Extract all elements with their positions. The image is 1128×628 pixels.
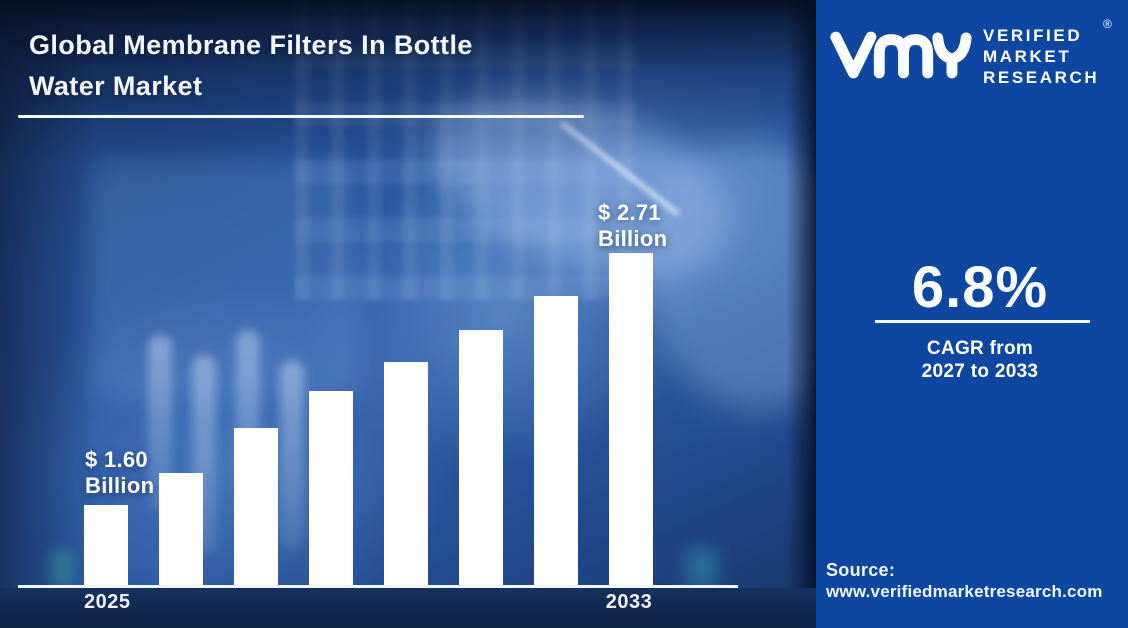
brand-wordmark: VERIFIED MARKET RESEARCH: [983, 25, 1099, 88]
bar-year-4: [309, 391, 353, 588]
last-bar-value: $ 2.71: [598, 200, 661, 225]
bar-year-6: [459, 330, 503, 588]
registered-trademark-symbol: ®: [1103, 17, 1112, 31]
source-label: Source:: [826, 560, 896, 580]
photo-edge-shade: [786, 0, 816, 628]
brand-wordmark-line3: RESEARCH: [983, 68, 1100, 87]
page-title: Global Membrane Filters In Bottle Water …: [29, 25, 473, 107]
bar-year-7: [534, 296, 578, 588]
chart-baseline: [18, 585, 738, 588]
page-title-line1: Global Membrane Filters In Bottle: [29, 30, 473, 60]
cagr-caption-line2: 2027 to 2033: [921, 361, 1039, 382]
page-title-line2: Water Market: [29, 71, 203, 101]
brand-wordmark-line1: VERIFIED: [983, 26, 1083, 45]
brand-wordmark-line2: MARKET: [983, 47, 1072, 66]
source-url: www.verifiedmarketresearch.com: [826, 582, 1103, 601]
kpi-divider-line: [875, 320, 1090, 323]
chart-panel: Global Membrane Filters In Bottle Water …: [0, 0, 816, 628]
chart-bottom-band: [0, 588, 816, 628]
bar-year-5: [384, 362, 428, 588]
cagr-caption-line1: CAGR from: [926, 338, 1034, 359]
first-bar-value: $ 1.60: [85, 447, 148, 472]
cagr-kpi: 6.8%: [868, 258, 1092, 318]
x-axis-label-2025: 2025: [84, 591, 131, 613]
first-bar-unit: Billion: [85, 473, 155, 498]
bar-2033: [609, 253, 653, 588]
title-underline: [18, 115, 584, 118]
cagr-caption: CAGR from 2027 to 2033: [868, 337, 1092, 383]
x-axis-label-2033: 2033: [605, 591, 653, 613]
bar-series: [84, 253, 653, 588]
bar-year-3: [234, 428, 278, 588]
first-bar-value-label: $ 1.60 Billion: [85, 447, 154, 499]
source-block: Source: www.verifiedmarketresearch.com: [826, 559, 1103, 603]
last-bar-value-label: $ 2.71 Billion: [598, 200, 667, 252]
last-bar-unit: Billion: [598, 226, 668, 251]
bar-year-2: [159, 473, 203, 588]
bar-2025: [84, 505, 128, 588]
vmr-logo-icon: [830, 31, 972, 79]
cagr-value: 6.8%: [911, 255, 1049, 320]
brand-panel: VERIFIED MARKET RESEARCH ® 6.8% CAGR fro…: [816, 0, 1128, 628]
